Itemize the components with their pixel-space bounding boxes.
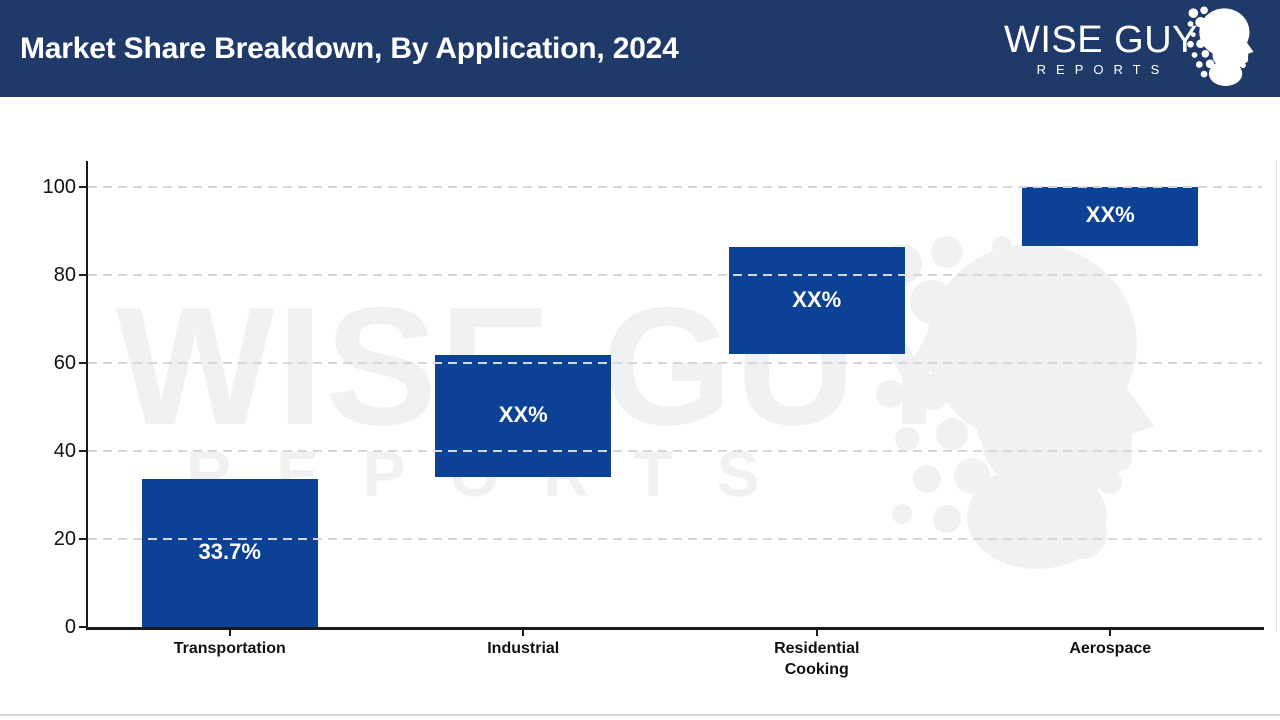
gridline-60	[88, 362, 1262, 364]
bar-value-aerospace: XX%	[1085, 202, 1135, 228]
plot-right-border	[1276, 161, 1277, 631]
bar-aerospace	[1022, 187, 1199, 246]
logo-text: WISE GUY	[1003, 18, 1198, 61]
y-tick-0	[79, 626, 88, 628]
logo-head-icon	[1187, 5, 1254, 86]
y-tick-40	[79, 450, 88, 452]
logo-subtext: REPORTS	[1036, 61, 1170, 77]
watermark-head-icon	[876, 236, 1154, 569]
bar-value-residential-cooking: XX%	[792, 286, 842, 312]
chart-title: Market Share Breakdown, By Application, …	[20, 31, 679, 65]
y-tick-60	[79, 362, 88, 364]
y-tick-80	[79, 274, 88, 276]
gridline-80	[88, 274, 1262, 276]
gridline-100	[88, 186, 1262, 188]
x-tick-aerospace	[1109, 627, 1112, 636]
bar-value-transportation: 33.7%	[198, 538, 261, 564]
x-tick-transportation	[228, 627, 231, 636]
bar-industrial	[435, 355, 612, 478]
x-tick-industrial	[522, 627, 525, 636]
bar-residential-cooking	[728, 246, 905, 355]
y-tick-20	[79, 538, 88, 540]
x-axis-line	[86, 627, 1264, 630]
y-tick-label-100: 100	[42, 176, 76, 198]
footer-divider	[0, 714, 1280, 716]
bar-value-industrial: XX%	[498, 402, 548, 428]
x-label-transportation: Transportation	[173, 640, 286, 657]
gridline-40	[88, 450, 1262, 452]
wise-guy-logo: WISE GUY REPORTS	[1003, 5, 1258, 86]
header-bar: Market Share Breakdown, By Application, …	[0, 0, 1280, 97]
y-tick-label-20: 20	[53, 528, 76, 550]
y-tick-label-80: 80	[53, 264, 76, 286]
x-tick-residential-cooking	[815, 627, 818, 636]
y-tick-100	[79, 186, 88, 188]
y-tick-label-60: 60	[53, 352, 76, 374]
gridline-20	[88, 538, 1262, 540]
bar-transportation	[141, 478, 318, 627]
y-axis-line	[86, 161, 88, 628]
x-label-residential-cooking: Residential Cooking	[774, 640, 860, 678]
y-tick-label-40: 40	[53, 440, 76, 462]
x-label-aerospace: Aerospace	[1069, 640, 1152, 657]
x-label-industrial: Industrial	[487, 640, 560, 657]
y-tick-label-0: 0	[64, 616, 76, 638]
